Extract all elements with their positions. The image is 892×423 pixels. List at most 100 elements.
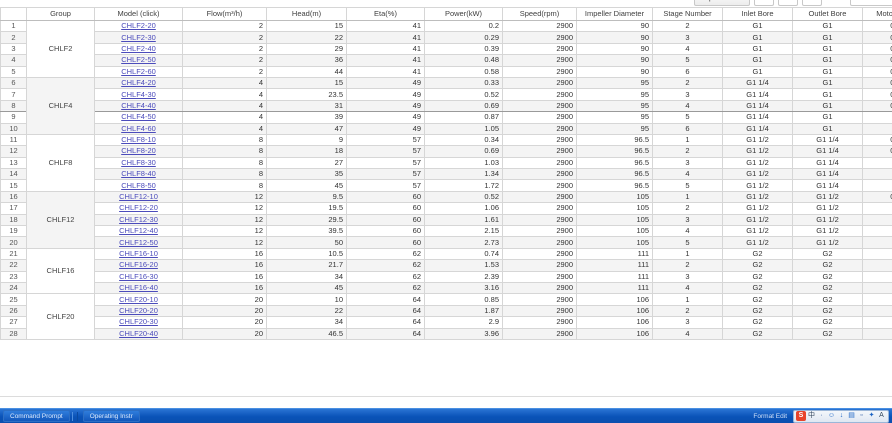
model-link[interactable]: CHLF16-40 xyxy=(119,283,158,293)
table-row[interactable]: 14 CHLF8-40 8 35 57 1.34 2900 96.5 4 G1 1/2 G1 1/4… xyxy=(0,168,892,181)
model-link[interactable]: CHLF2-40 xyxy=(121,43,156,53)
model-link[interactable]: CHLF4-40 xyxy=(121,100,156,110)
model-cell[interactable]: CHLF12-30 xyxy=(94,213,183,227)
rows-per-page-input[interactable]: 10 xyxy=(850,0,892,6)
model-cell[interactable]: CHLF12-10 xyxy=(94,190,183,204)
export-excel-button[interactable]: Export Excel xyxy=(694,0,750,6)
model-cell[interactable]: CHLF2-20 xyxy=(94,19,183,33)
column-header-motor[interactable]: Motor Power xyxy=(862,7,892,21)
model-link[interactable]: CHLF12-50 xyxy=(119,237,158,247)
column-header-inlet[interactable]: Inlet Bore xyxy=(722,7,793,21)
model-link[interactable]: CHLF8-50 xyxy=(121,180,156,190)
ime-chinese-mode-icon[interactable]: 中 xyxy=(808,412,815,419)
model-cell[interactable]: CHLF20-40 xyxy=(94,327,183,340)
model-cell[interactable]: CHLF12-20 xyxy=(94,202,183,215)
model-link[interactable]: CHLF4-50 xyxy=(121,112,156,122)
table-row[interactable]: 11 CHLF8 CHLF8-10 8 9 57 0.34 2900 96.5 1 G1 1/2 G1… xyxy=(0,133,892,192)
prev-page-button[interactable]: << xyxy=(754,0,774,6)
model-cell[interactable]: CHLF4-30 xyxy=(94,88,183,101)
table-row[interactable]: 13 CHLF8-30 8 27 57 1.03 2900 96.5 3 G1 1/2 G1 1/4… xyxy=(0,156,892,170)
model-link[interactable]: CHLF20-30 xyxy=(119,317,158,327)
column-header-flow[interactable]: Flow(m³/h) xyxy=(182,7,267,21)
sogou-logo-icon[interactable]: S xyxy=(796,411,806,421)
model-cell[interactable]: CHLF16-10 xyxy=(94,247,183,261)
column-header-model[interactable]: Model (click) xyxy=(94,7,183,21)
model-link[interactable]: CHLF16-20 xyxy=(119,260,158,270)
model-cell[interactable]: CHLF2-30 xyxy=(94,31,183,44)
table-row[interactable]: 18 CHLF12-30 12 29.5 60 1.61 2900 105 3 G1 1/2 G1 … xyxy=(0,213,892,227)
model-link[interactable]: CHLF12-40 xyxy=(119,226,158,236)
model-cell[interactable]: CHLF8-30 xyxy=(94,156,183,170)
results-table-container[interactable]: Group Model (click) Flow(m³/h) Head(m) Eta(%… xyxy=(0,7,892,396)
model-cell[interactable]: CHLF20-20 xyxy=(94,304,183,318)
model-link[interactable]: CHLF8-10 xyxy=(121,135,156,145)
column-header-stage[interactable]: Stage Number xyxy=(652,7,723,21)
model-cell[interactable]: CHLF2-60 xyxy=(94,65,183,78)
model-cell[interactable]: CHLF8-50 xyxy=(94,179,183,192)
model-cell[interactable]: CHLF2-40 xyxy=(94,42,183,56)
model-link[interactable]: CHLF8-40 xyxy=(121,169,156,179)
table-row[interactable]: 25CHLF20CHLF20-102010640.8529001061G2G21… xyxy=(0,293,892,340)
model-cell[interactable]: CHLF8-40 xyxy=(94,168,183,181)
ime-menu-icon[interactable]: A xyxy=(879,412,884,419)
model-link[interactable]: CHLF12-10 xyxy=(119,192,158,202)
column-header-outlet[interactable]: Outlet Bore xyxy=(792,7,863,21)
column-header-power[interactable]: Power(kW) xyxy=(424,7,503,21)
table-row[interactable]: 17 CHLF12-20 12 19.5 60 1.06 2900 105 2 G1 1/2 G1 … xyxy=(0,202,892,215)
model-cell[interactable]: CHLF16-20 xyxy=(94,259,183,272)
model-cell[interactable]: CHLF16-30 xyxy=(94,270,183,284)
model-link[interactable]: CHLF20-20 xyxy=(119,305,158,315)
model-cell[interactable]: CHLF8-10 xyxy=(94,133,183,147)
taskbar-item-operating-instructions[interactable]: Operating Instr xyxy=(82,410,140,422)
model-cell[interactable]: CHLF12-40 xyxy=(94,225,183,238)
model-link[interactable]: CHLF8-30 xyxy=(121,157,156,167)
model-cell[interactable]: CHLF16-40 xyxy=(94,281,183,295)
model-link[interactable]: CHLF4-20 xyxy=(121,78,156,88)
model-cell[interactable]: CHLF8-20 xyxy=(94,145,183,158)
model-link[interactable]: CHLF20-10 xyxy=(119,294,158,304)
model-link[interactable]: CHLF16-30 xyxy=(119,271,158,281)
ime-keyboard-icon[interactable]: ▤ xyxy=(848,412,855,419)
ime-toolbox-icon[interactable]: ▫ xyxy=(860,412,863,419)
model-link[interactable]: CHLF4-60 xyxy=(121,123,156,133)
model-link[interactable]: CHLF12-30 xyxy=(119,214,158,224)
column-header-imp[interactable]: Impeller Diameter xyxy=(576,7,653,21)
table-row[interactable]: 12 CHLF8-20 8 18 57 0.69 2900 96.5 2 G1 1/2 G1 1/4… xyxy=(0,145,892,158)
model-link[interactable]: CHLF8-20 xyxy=(121,146,156,156)
model-cell[interactable]: CHLF20-30 xyxy=(94,316,183,329)
model-cell[interactable]: CHLF4-40 xyxy=(94,99,183,113)
page-number-input[interactable]: 1 xyxy=(778,0,798,6)
model-link[interactable]: CHLF2-60 xyxy=(121,66,156,76)
model-link[interactable]: CHLF12-20 xyxy=(119,203,158,213)
column-header-eta[interactable]: Eta(%) xyxy=(346,7,425,21)
model-link[interactable]: CHLF4-30 xyxy=(121,89,156,99)
model-cell[interactable]: CHLF4-20 xyxy=(94,76,183,90)
model-link[interactable]: CHLF16-10 xyxy=(119,249,158,258)
model-link[interactable]: CHLF2-50 xyxy=(121,55,156,65)
model-link[interactable]: CHLF2-30 xyxy=(121,32,156,42)
model-cell[interactable]: CHLF4-50 xyxy=(94,111,183,124)
table-row[interactable]: 20 CHLF12-50 12 50 60 2.73 2900 105 5 G1 1/2 G1 1/… xyxy=(0,236,892,249)
next-page-button[interactable]: >> xyxy=(802,0,822,6)
system-tray[interactable]: Format Edit S 中 · ☺ ↓ ▤ ▫ ✦ A xyxy=(753,409,892,423)
model-cell[interactable]: CHLF20-10 xyxy=(94,293,183,306)
ime-voice-input-icon[interactable]: ↓ xyxy=(839,412,844,419)
windows-taskbar[interactable]: Command Prompt Operating Instr Format Ed… xyxy=(0,408,892,423)
sogou-ime-toolbar[interactable]: S 中 · ☺ ↓ ▤ ▫ ✦ A xyxy=(793,409,889,423)
ime-emoji-icon[interactable]: ☺ xyxy=(827,412,836,419)
table-row[interactable]: 15 CHLF8-50 8 45 57 1.72 2900 96.5 5 G1 1/2 G1 1/4… xyxy=(0,179,892,192)
